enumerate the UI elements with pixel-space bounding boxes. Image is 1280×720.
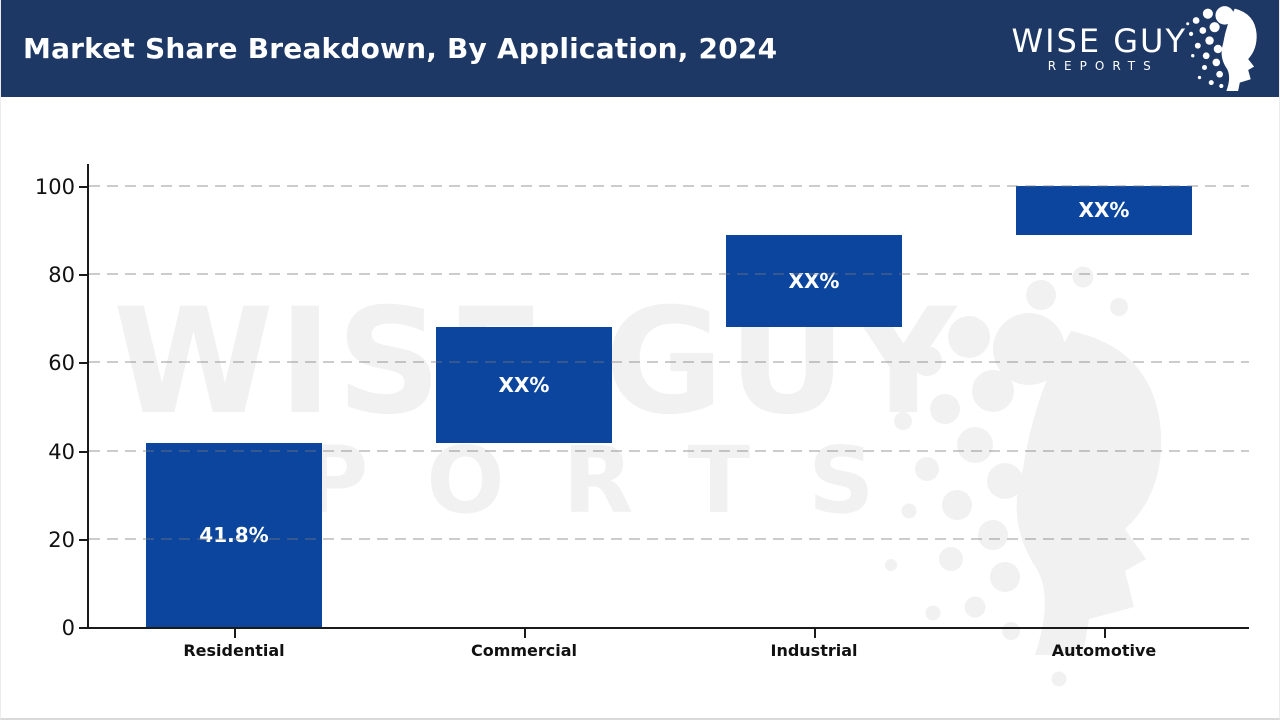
- bar: XX%: [1016, 186, 1192, 235]
- x-axis-tick-label: Residential: [183, 641, 285, 660]
- x-axis-tick-label: Automotive: [1051, 641, 1157, 660]
- logo-subtitle: REPORTS: [1047, 59, 1159, 74]
- y-axis-tick: [79, 627, 87, 629]
- gridline: [89, 185, 1249, 188]
- bar-value-label: XX%: [498, 372, 550, 397]
- y-axis-tick: [79, 450, 87, 453]
- logo-wordmark: WISE GUY: [1011, 21, 1187, 60]
- y-axis-tick-label: 60: [48, 351, 75, 376]
- gridline: [89, 361, 1249, 364]
- bar: XX%: [726, 234, 902, 328]
- bar-value-label: 41.8%: [199, 522, 269, 547]
- y-axis-tick-label: 100: [34, 175, 75, 200]
- dotted-head-profile-icon: [1186, 6, 1257, 91]
- y-axis-line: [87, 164, 89, 629]
- gridline: [89, 449, 1249, 452]
- wise-guy-logo: WISE GUY REPORTS: [1011, 4, 1265, 94]
- bar-value-label: XX%: [1078, 198, 1130, 223]
- logo-text: WISE GUY REPORTS: [1011, 21, 1187, 74]
- chart-title: Market Share Breakdown, By Application, …: [23, 32, 778, 65]
- gridline: [89, 537, 1249, 540]
- y-axis-tick: [79, 186, 87, 189]
- header-bar: Market Share Breakdown, By Application, …: [1, 0, 1279, 97]
- x-axis-line: [87, 627, 1249, 629]
- x-axis-tick-label: Industrial: [770, 641, 858, 660]
- y-axis-tick: [79, 538, 87, 541]
- y-axis-tick-label: 40: [48, 439, 75, 464]
- x-axis-tick: [814, 629, 816, 638]
- y-axis-tick: [79, 362, 87, 365]
- x-axis-tick: [234, 629, 236, 638]
- x-axis-tick: [524, 629, 526, 638]
- y-axis-tick: [79, 274, 87, 277]
- x-axis-tick-label: Commercial: [470, 641, 578, 660]
- bar-value-label: XX%: [788, 268, 840, 293]
- y-axis-tick-label: 80: [48, 263, 75, 288]
- gridline: [89, 273, 1249, 276]
- bar: XX%: [436, 327, 612, 443]
- y-axis-tick-label: 0: [61, 616, 75, 640]
- y-axis-tick-label: 20: [48, 527, 75, 552]
- x-axis-tick: [1104, 629, 1106, 638]
- bar: 41.8%: [146, 442, 322, 627]
